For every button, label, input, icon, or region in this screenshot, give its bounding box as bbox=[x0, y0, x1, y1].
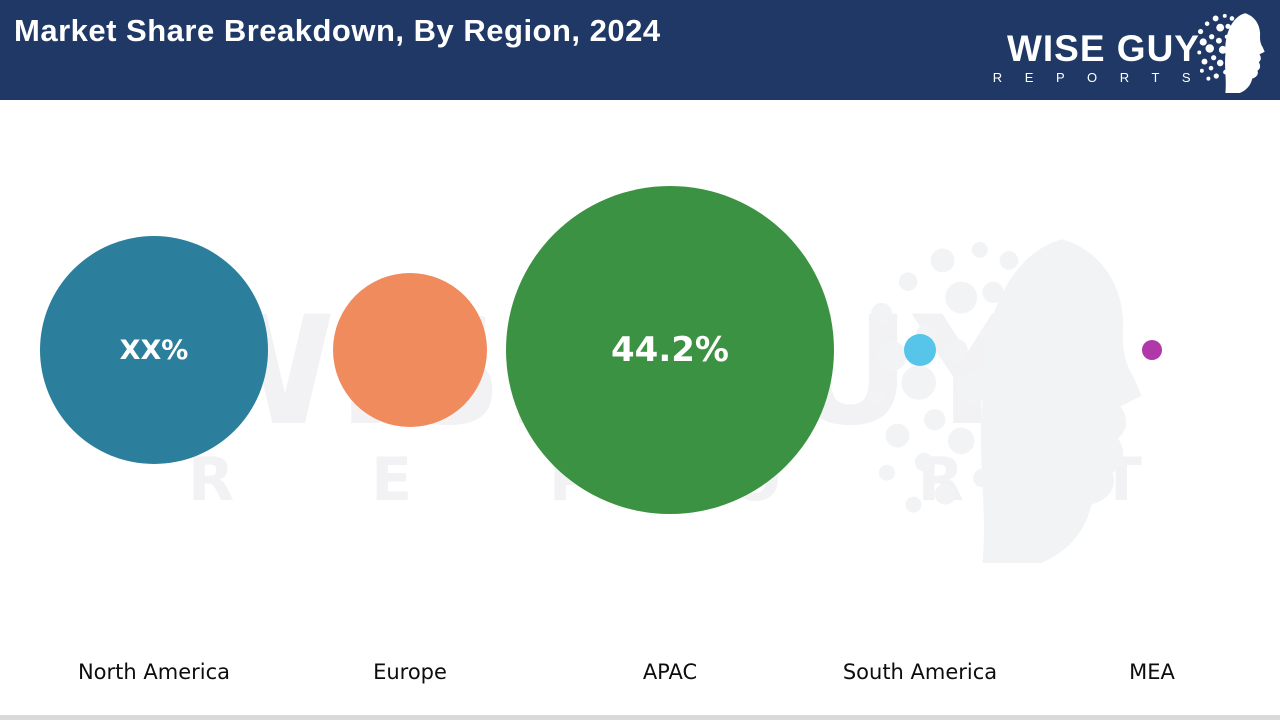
bubble-chart: WISE GUY R E P O R T S XX%44.2% North Am… bbox=[0, 100, 1280, 715]
bubble-europe bbox=[333, 273, 487, 427]
brand-logo: WISE GUY R E P O R T S bbox=[989, 0, 1280, 93]
logo-subtitle: R E P O R T S bbox=[992, 70, 1200, 85]
bubble-apac: 44.2% bbox=[506, 186, 834, 514]
bubble-mea bbox=[1142, 340, 1162, 360]
wise-guy-head-icon bbox=[1194, 8, 1266, 93]
bottom-strip bbox=[0, 715, 1280, 720]
bubble-value-label: 44.2% bbox=[611, 330, 729, 370]
bubble-north-america: XX% bbox=[40, 236, 268, 464]
category-axis: North America Europe APAC South America MEA bbox=[0, 660, 1280, 700]
logo-wordmark: WISE GUY bbox=[1006, 28, 1200, 69]
category-label-north-america: North America bbox=[77, 660, 231, 684]
logo-text: WISE GUY R E P O R T S bbox=[989, 28, 1200, 86]
category-label-mea: MEA bbox=[1129, 660, 1175, 684]
bubble-value-label: XX% bbox=[119, 334, 189, 366]
category-label-apac: APAC bbox=[642, 660, 698, 684]
bubble-south-america bbox=[904, 334, 936, 366]
page-title: Market Share Breakdown, By Region, 2024 bbox=[14, 13, 661, 48]
bubble-layer: XX% 44.2% bbox=[0, 100, 1280, 715]
category-label-europe: Europe bbox=[373, 660, 447, 684]
category-label-south-america: South America bbox=[842, 660, 998, 684]
header: Market Share Breakdown, By Region, 2024 … bbox=[0, 0, 1280, 100]
